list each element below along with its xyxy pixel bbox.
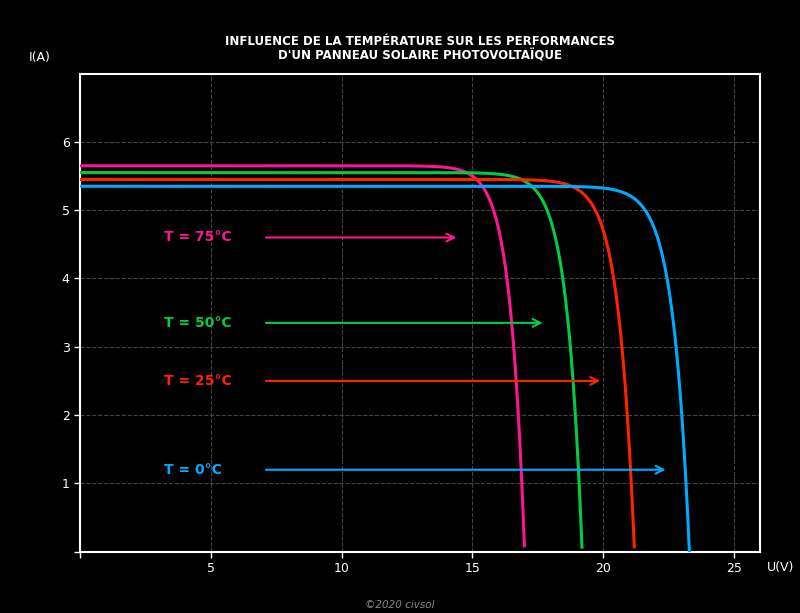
Text: T = 0°C: T = 0°C bbox=[164, 463, 222, 477]
Y-axis label: I(A): I(A) bbox=[28, 51, 50, 64]
Text: T = 50°C: T = 50°C bbox=[164, 316, 231, 330]
X-axis label: U(V): U(V) bbox=[766, 562, 794, 574]
Text: T = 25°C: T = 25°C bbox=[164, 374, 231, 388]
Text: T = 75°C: T = 75°C bbox=[164, 230, 231, 245]
Title: INFLUENCE DE LA TEMPÉRATURE SUR LES PERFORMANCES
D'UN PANNEAU SOLAIRE PHOTOVOLTA: INFLUENCE DE LA TEMPÉRATURE SUR LES PERF… bbox=[225, 34, 615, 63]
Text: ©2020 civsol: ©2020 civsol bbox=[366, 600, 434, 610]
